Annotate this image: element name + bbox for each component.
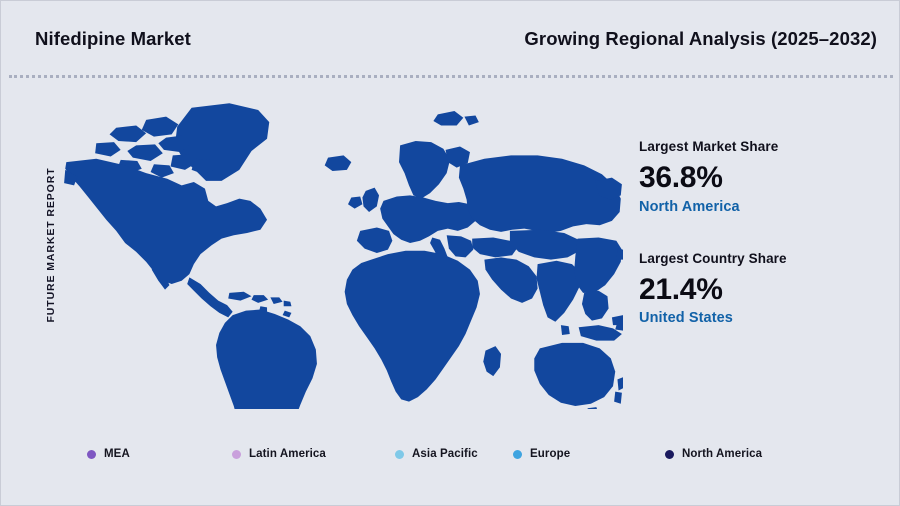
stat-region: North America (639, 198, 740, 215)
page-title: Nifedipine Market (35, 28, 191, 49)
page-subtitle: Growing Regional Analysis (2025–2032) (524, 28, 877, 49)
world-map (63, 97, 623, 409)
map-legend: MEA Latin America Asia Pacific Europe No… (87, 448, 777, 460)
legend-item-latin-america: Latin America (232, 448, 395, 460)
legend-label: Latin America (249, 448, 326, 460)
stat-value: 36.8% (639, 161, 723, 194)
legend-item-asia-pacific: Asia Pacific (395, 448, 513, 460)
legend-dot-icon (87, 449, 96, 459)
legend-label: North America (682, 448, 763, 460)
legend-item-europe: Europe (513, 448, 665, 460)
stat-label: Largest Country Share (639, 250, 787, 266)
world-map-svg (64, 103, 623, 409)
legend-label: Asia Pacific (412, 448, 478, 460)
legend-label: MEA (104, 448, 130, 460)
header-bar: Nifedipine Market Growing Regional Analy… (1, 1, 899, 77)
legend-label: Europe (530, 448, 571, 460)
stat-largest-market-share: Largest Market Share 36.8% North America (639, 139, 879, 215)
legend-dot-icon (513, 449, 522, 459)
brand-vertical-label: FUTURE MARKET REPORT (45, 167, 57, 323)
stat-label: Largest Market Share (639, 139, 779, 154)
legend-item-mea: MEA (87, 448, 232, 460)
legend-item-north-america: North America (665, 448, 762, 460)
legend-dot-icon (665, 449, 674, 459)
legend-dot-icon (232, 449, 241, 459)
legend-dot-icon (395, 449, 404, 459)
header-divider (9, 75, 893, 78)
stats-panel: Largest Market Share 36.8% North America… (639, 139, 879, 326)
map-landmasses (64, 103, 623, 409)
stat-largest-country-share: Largest Country Share 21.4% United State… (639, 251, 879, 327)
stat-region: United States (639, 310, 733, 327)
stat-value: 21.4% (639, 272, 723, 306)
